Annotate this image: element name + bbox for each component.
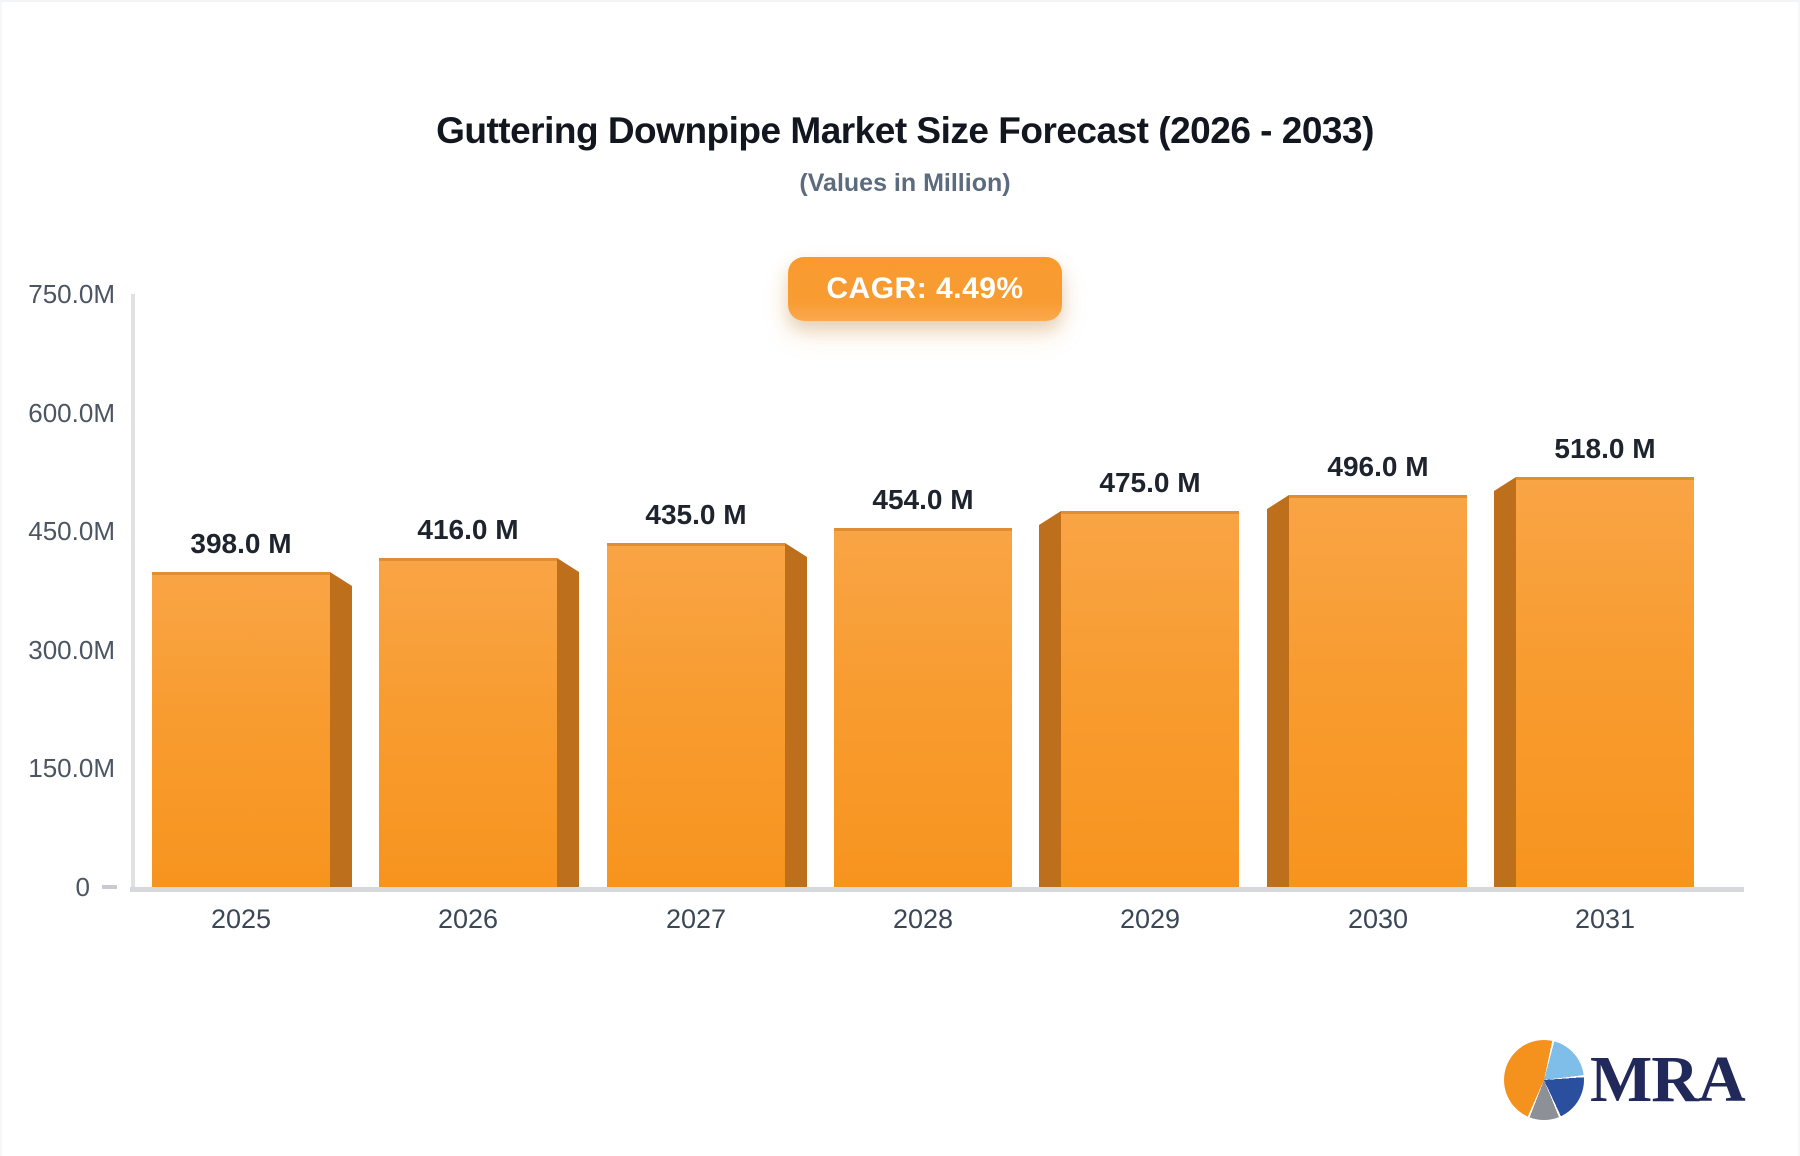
cagr-badge: CAGR: 4.49%: [788, 257, 1062, 321]
x-axis-label: 2027: [665, 904, 727, 934]
bar: [1516, 477, 1694, 887]
brand-logo: MRA: [1504, 1040, 1746, 1120]
bar: [834, 528, 1012, 887]
x-axis-label: 2026: [437, 904, 499, 934]
bar: [379, 558, 557, 887]
bar-side: [785, 543, 807, 887]
bar-value-label: 518.0 M: [1554, 433, 1656, 464]
bar: [1289, 495, 1467, 887]
bar-value-label: 454.0 M: [872, 484, 974, 515]
y-axis-line: [131, 294, 135, 888]
chart-title: Guttering Downpipe Market Size Forecast …: [436, 110, 1374, 151]
bar-side: [330, 572, 352, 887]
x-axis-label: 2031: [1574, 904, 1636, 934]
bar: [1061, 511, 1239, 887]
bar-value-label: 435.0 M: [645, 499, 747, 530]
bar-side: [1039, 511, 1061, 887]
bar-value-label: 475.0 M: [1099, 467, 1201, 498]
y-axis-tick: [102, 885, 117, 889]
brand-logo-text: MRA: [1590, 1043, 1746, 1116]
bar-value-label: 496.0 M: [1327, 451, 1429, 482]
y-axis-label: 750.0M: [28, 279, 115, 309]
y-axis-label: 600.0M: [28, 397, 115, 428]
bar-side: [1494, 477, 1516, 887]
x-axis-label: 2029: [1119, 904, 1181, 934]
x-axis-line: [130, 887, 1744, 892]
bar: [152, 572, 330, 887]
x-axis-label: 2030: [1347, 904, 1409, 934]
bar-side: [557, 558, 579, 887]
pie-chart-logo-icon: [1504, 1040, 1584, 1120]
chart-subtitle: (Values in Million): [799, 169, 1011, 197]
y-axis-label: 150.0M: [28, 753, 115, 784]
bar: [607, 543, 785, 887]
cagr-badge-row: CAGR: 4.49%: [52, 257, 1798, 321]
bar-side: [1267, 495, 1289, 887]
y-axis-label: 300.0M: [28, 634, 115, 665]
bar-value-label: 398.0 M: [190, 528, 292, 559]
x-axis-label: 2025: [210, 904, 272, 934]
x-axis-label: 2028: [892, 904, 954, 934]
bar-value-label: 416.0 M: [417, 514, 519, 545]
y-axis-label: 450.0M: [28, 516, 115, 547]
y-axis-label: 0: [75, 872, 90, 902]
